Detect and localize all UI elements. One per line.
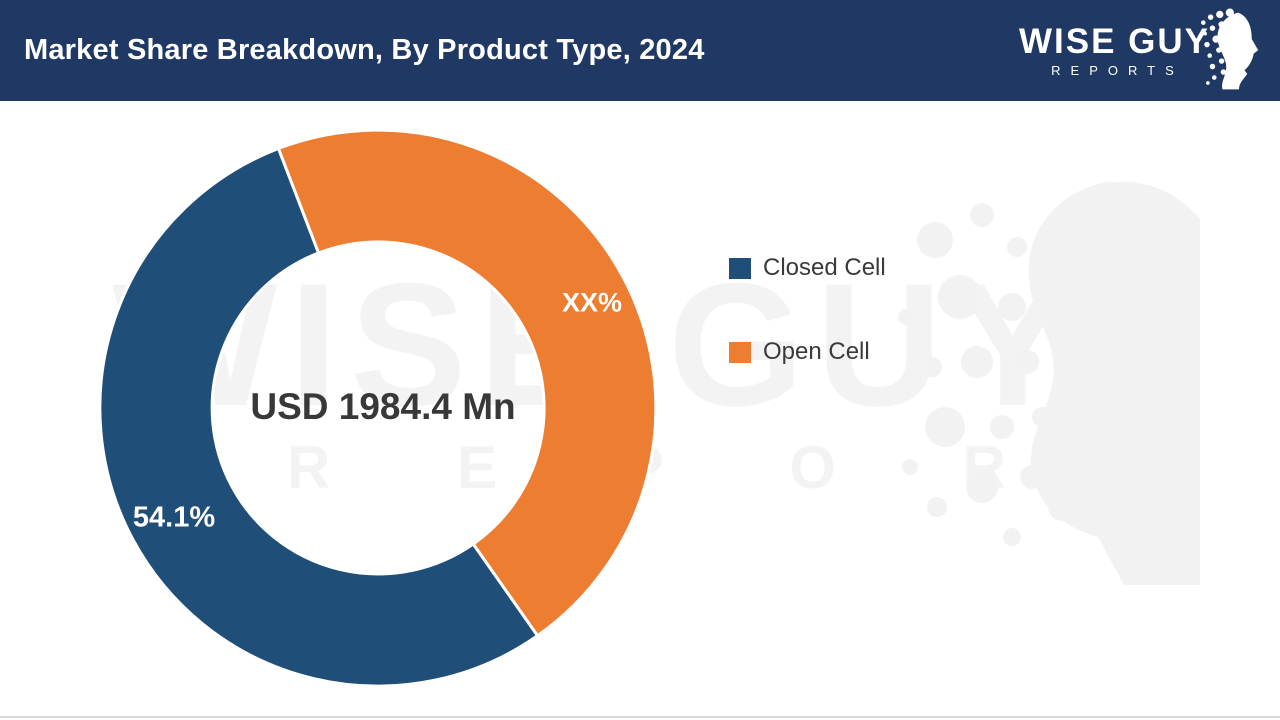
slice-open-cell bbox=[276, 128, 658, 638]
legend-item-closed-cell: Closed Cell bbox=[729, 254, 886, 282]
watermark-head-graphic bbox=[898, 181, 1200, 585]
chart-legend: Closed Cell Open Cell bbox=[729, 254, 886, 422]
logo-subtitle: REPORTS bbox=[1051, 62, 1184, 78]
legend-label-closed-cell: Closed Cell bbox=[763, 254, 886, 281]
donut-center-value: USD 1984.4 Mn bbox=[250, 386, 516, 427]
logo-brand-name: WISE GUY bbox=[1018, 21, 1210, 61]
slice-closed-cell bbox=[98, 147, 539, 688]
wise-guy-reports-logo: WISE GUY REPORTS bbox=[1019, 7, 1260, 94]
closed-cell-percentage-label: 54.1% bbox=[132, 501, 216, 534]
footer-divider bbox=[0, 716, 1280, 718]
legend-item-open-cell: Open Cell bbox=[729, 338, 886, 366]
legend-label-open-cell: Open Cell bbox=[763, 338, 870, 365]
logo-text: WISE GUY REPORTS bbox=[1019, 24, 1210, 78]
header-bar: Market Share Breakdown, By Product Type,… bbox=[0, 0, 1280, 101]
donut-chart bbox=[98, 128, 658, 688]
logo-head-icon bbox=[1201, 7, 1259, 89]
open-cell-swatch-icon bbox=[729, 341, 751, 363]
open-cell-percentage-label: XX% bbox=[561, 287, 623, 318]
closed-cell-swatch-icon bbox=[729, 257, 751, 279]
page-title: Market Share Breakdown, By Product Type,… bbox=[24, 34, 705, 66]
